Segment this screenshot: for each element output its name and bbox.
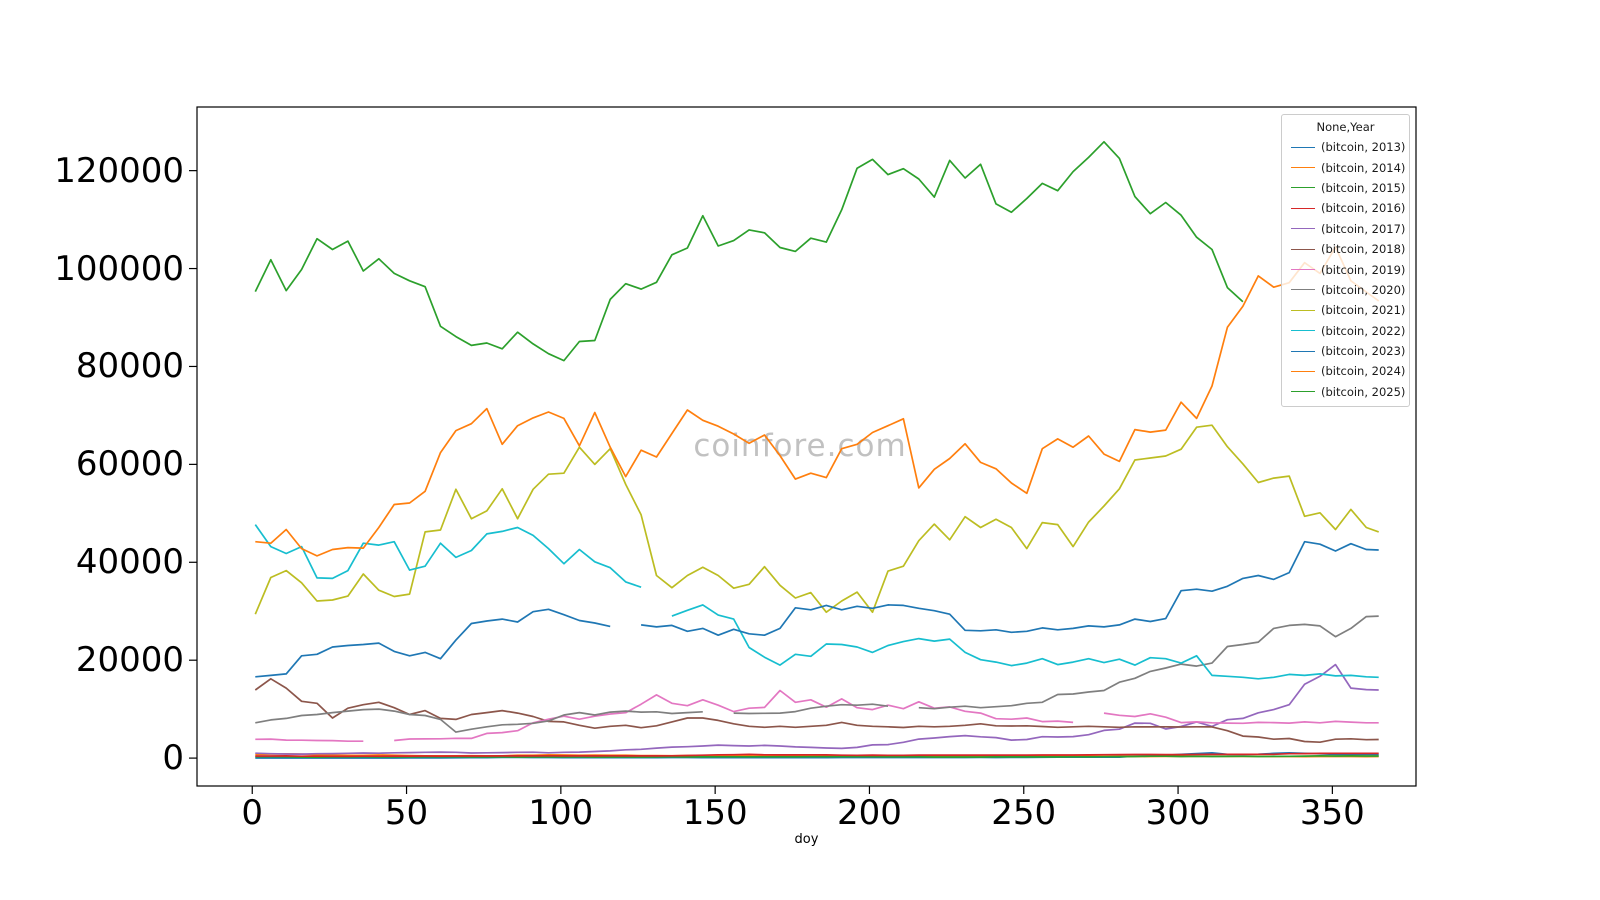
legend-line-swatch xyxy=(1291,269,1315,271)
legend-entry: (bitcoin, 2017) xyxy=(1282,219,1409,239)
legend-line-swatch xyxy=(1291,187,1315,189)
legend-line-swatch xyxy=(1291,248,1315,250)
legend-entry-label: (bitcoin, 2019) xyxy=(1321,262,1406,277)
x-axis-tick-label: 300 xyxy=(1145,793,1211,833)
legend-entries: (bitcoin, 2013) (bitcoin, 2014) (bitcoin, … xyxy=(1282,137,1409,402)
y-axis-tick-label: 100000 xyxy=(54,248,184,289)
legend-entry-label: (bitcoin, 2022) xyxy=(1321,323,1406,338)
legend-entry-label: (bitcoin, 2018) xyxy=(1321,242,1406,257)
legend-entry: (bitcoin, 2023) xyxy=(1282,341,1409,361)
legend-entry: (bitcoin, 2020) xyxy=(1282,280,1409,300)
legend-line-swatch xyxy=(1291,146,1315,148)
series-line-bitcoin-2023 xyxy=(255,540,1379,678)
series-line-bitcoin-2019 xyxy=(255,689,1379,743)
x-axis-tick-label: 0 xyxy=(241,793,264,833)
legend-line-swatch xyxy=(1291,350,1315,352)
legend-entry-label: (bitcoin, 2023) xyxy=(1321,344,1406,359)
y-axis-tick-label: 40000 xyxy=(75,542,184,583)
legend-entry-label: (bitcoin, 2021) xyxy=(1321,303,1406,318)
legend-line-swatch xyxy=(1291,289,1315,291)
series-line-bitcoin-2017 xyxy=(255,663,1379,755)
series-line-bitcoin-2016 xyxy=(255,752,1379,758)
x-axis-tick-label: 350 xyxy=(1299,793,1365,833)
y-axis-tick-label: 20000 xyxy=(75,640,184,681)
legend-line-swatch xyxy=(1291,330,1315,332)
legend-entry-label: (bitcoin, 2025) xyxy=(1321,384,1406,399)
legend-line-swatch xyxy=(1291,391,1315,393)
legend-line-swatch xyxy=(1291,167,1315,169)
legend-line-swatch xyxy=(1291,228,1315,230)
x-axis-tick-label: 50 xyxy=(384,793,429,833)
series-line-bitcoin-2018 xyxy=(254,677,1379,744)
legend-entry-label: (bitcoin, 2024) xyxy=(1321,364,1406,379)
legend-line-swatch xyxy=(1291,309,1315,311)
y-axis-tick-label: 120000 xyxy=(54,150,184,191)
legend-entry-label: (bitcoin, 2014) xyxy=(1321,160,1406,175)
y-axis-tick-label: 80000 xyxy=(75,346,184,387)
y-axis-tick-label: 60000 xyxy=(75,444,184,485)
x-axis-tick-label: 150 xyxy=(682,793,748,833)
x-axis-tick-label: 100 xyxy=(528,793,594,833)
series-line-bitcoin-2025 xyxy=(254,140,1244,362)
plot-border xyxy=(196,106,1417,787)
legend-line-swatch xyxy=(1291,370,1315,372)
series-line-bitcoin-2020 xyxy=(255,615,1379,733)
x-axis-tick-label: 200 xyxy=(837,793,902,833)
legend-entry-label: (bitcoin, 2020) xyxy=(1321,282,1406,297)
legend-entry: (bitcoin, 2015) xyxy=(1282,178,1409,198)
legend-entry: (bitcoin, 2022) xyxy=(1282,321,1409,341)
legend-entry: (bitcoin, 2013) xyxy=(1282,137,1409,157)
legend-entry: (bitcoin, 2019) xyxy=(1282,259,1409,279)
legend-title: None,Year xyxy=(1316,120,1375,134)
series-line-bitcoin-2022 xyxy=(254,524,1379,680)
series-line-bitcoin-2024 xyxy=(255,246,1380,557)
legend-entry-label: (bitcoin, 2016) xyxy=(1321,201,1406,216)
legend: None,Year (bitcoin, 2013) (bitcoin, 2014)… xyxy=(1281,114,1410,408)
series-line-bitcoin-2021 xyxy=(254,424,1379,615)
legend-entry: (bitcoin, 2016) xyxy=(1282,198,1409,218)
legend-entry: (bitcoin, 2018) xyxy=(1282,239,1409,259)
legend-entry: (bitcoin, 2014) xyxy=(1282,157,1409,177)
legend-entry-label: (bitcoin, 2013) xyxy=(1321,140,1406,155)
legend-entry: (bitcoin, 2021) xyxy=(1282,300,1409,320)
y-axis-tick-label: 0 xyxy=(162,738,184,779)
x-axis-tick-label: 250 xyxy=(991,793,1057,833)
legend-entry: (bitcoin, 2025) xyxy=(1282,382,1409,402)
legend-entry-label: (bitcoin, 2015) xyxy=(1321,180,1406,195)
legend-entry: (bitcoin, 2024) xyxy=(1282,361,1409,381)
x-axis-title: doy xyxy=(794,832,819,847)
legend-entry-label: (bitcoin, 2017) xyxy=(1321,221,1406,236)
legend-line-swatch xyxy=(1291,207,1315,209)
